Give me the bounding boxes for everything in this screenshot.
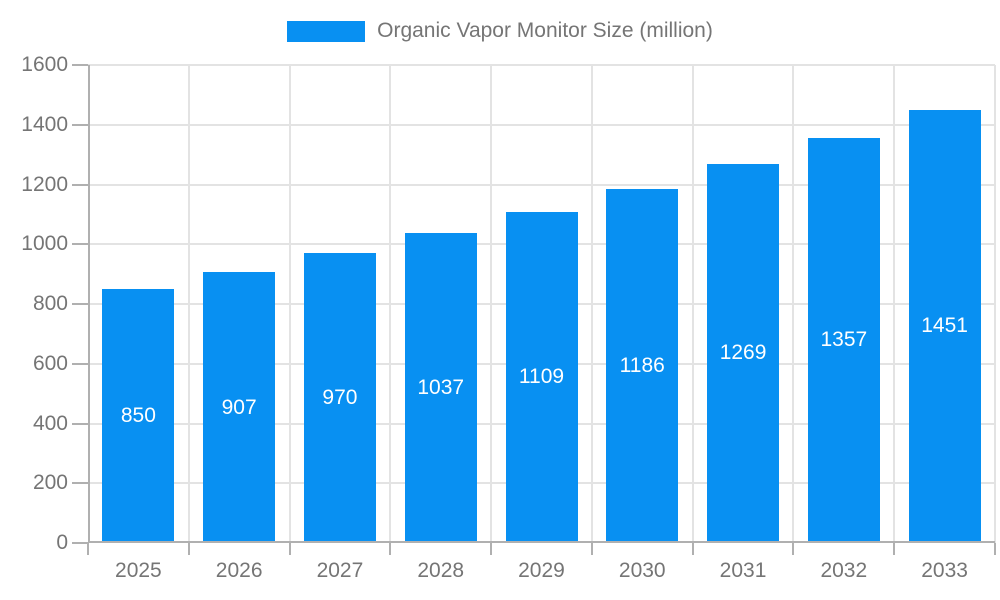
legend-label: Organic Vapor Monitor Size (million): [377, 19, 713, 42]
y-tick-label: 1400: [21, 112, 68, 136]
y-axis-tick: [72, 422, 88, 425]
y-axis-tick: [72, 243, 88, 246]
y-tick-label: 1200: [21, 172, 68, 196]
gridline-vertical: [691, 65, 694, 543]
x-tick-label: 2028: [417, 559, 465, 582]
y-axis-tick: [72, 482, 88, 485]
bar: 1037: [404, 233, 477, 543]
y-axis-tick: [72, 123, 88, 126]
x-tick-label: 2029: [518, 559, 565, 582]
x-axis-tick: [288, 543, 291, 555]
bar: 970: [303, 253, 376, 543]
bar: 1357: [807, 137, 880, 543]
x-axis-tick: [87, 543, 89, 555]
x-axis-tick: [893, 543, 896, 555]
bar-value-label: 970: [322, 386, 358, 410]
y-tick-label: 200: [32, 471, 68, 495]
gridline-vertical: [590, 65, 593, 543]
y-axis-tick: [72, 542, 88, 544]
y-axis-tick: [72, 303, 88, 305]
x-axis-tick: [691, 543, 694, 555]
gridline-vertical: [893, 65, 896, 543]
bar-value-label: 1269: [719, 341, 767, 365]
y-axis-tick: [72, 362, 88, 365]
bar: 850: [102, 289, 175, 543]
x-axis-tick: [994, 543, 996, 555]
x-tick-label: 2033: [921, 559, 968, 582]
x-axis-tick: [490, 543, 493, 555]
x-tick-label: 2032: [820, 559, 868, 582]
bar-value-label: 1451: [921, 314, 968, 338]
x-axis-tick: [187, 543, 190, 555]
bar-value-label: 907: [221, 395, 257, 419]
gridline-horizontal: [88, 123, 995, 126]
y-tick-label: 800: [32, 292, 68, 315]
bar-value-label: 1109: [518, 365, 565, 389]
bar: 1269: [707, 163, 780, 543]
y-tick-label: 400: [32, 411, 68, 435]
bar: 1109: [505, 211, 578, 543]
y-tick-label: 1000: [21, 232, 68, 256]
y-axis-tick: [72, 183, 88, 186]
x-tick-label: 2025: [115, 559, 162, 582]
x-tick-label: 2027: [316, 559, 364, 582]
y-axis-line: [88, 65, 90, 543]
gridline-vertical: [792, 65, 795, 543]
x-tick-label: 2026: [215, 559, 263, 582]
gridline-vertical: [187, 65, 190, 543]
bar-value-label: 850: [120, 404, 156, 428]
bar: 907: [203, 272, 276, 543]
bar: 1186: [606, 188, 679, 543]
bar-value-label: 1037: [417, 376, 465, 400]
y-tick-label: 600: [32, 351, 68, 375]
bar: 1451: [908, 109, 981, 543]
gridline-vertical: [994, 65, 996, 543]
bar-value-label: 1186: [619, 353, 665, 377]
legend[interactable]: Organic Vapor Monitor Size (million): [0, 20, 1000, 42]
gridline-horizontal: [88, 183, 995, 186]
gridline-vertical: [288, 65, 291, 543]
y-axis-tick: [72, 64, 88, 66]
x-axis-tick: [389, 543, 392, 555]
gridline-horizontal: [88, 64, 995, 66]
x-axis-line: [88, 541, 995, 543]
plot-area: 850 907 970 1037 1109 1186 1269 1357 1451 0 200 40…: [21, 54, 996, 582]
x-axis-tick: [792, 543, 795, 555]
x-axis-tick: [590, 543, 593, 555]
y-tick-label: 0: [56, 531, 68, 554]
x-tick-label: 2030: [618, 559, 666, 582]
gridline-vertical: [490, 65, 493, 543]
y-tick-label: 1600: [21, 53, 68, 76]
x-tick-label: 2031: [719, 559, 767, 582]
gridline-vertical: [389, 65, 392, 543]
bar-value-label: 1357: [820, 328, 868, 352]
legend-swatch: [287, 20, 366, 42]
